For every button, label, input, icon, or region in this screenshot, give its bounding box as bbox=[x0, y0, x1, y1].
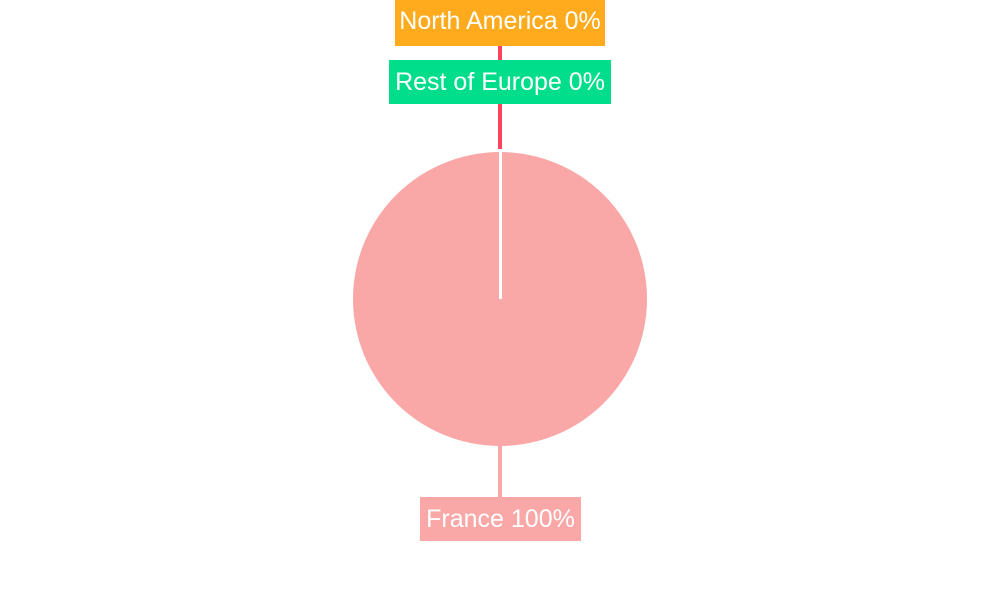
pie-label-north-america[interactable]: North America 0% bbox=[395, 0, 605, 46]
pie-slice-separator-line bbox=[499, 152, 502, 299]
pie-label-rest-of-europe[interactable]: Rest of Europe 0% bbox=[389, 60, 611, 104]
leader-line-france bbox=[498, 446, 502, 498]
pie-label-france[interactable]: France 100% bbox=[420, 497, 581, 541]
leader-line-rest-of-europe-lower bbox=[498, 103, 502, 149]
pie-graphic bbox=[353, 152, 647, 446]
leader-line-rest-of-europe bbox=[498, 46, 502, 62]
